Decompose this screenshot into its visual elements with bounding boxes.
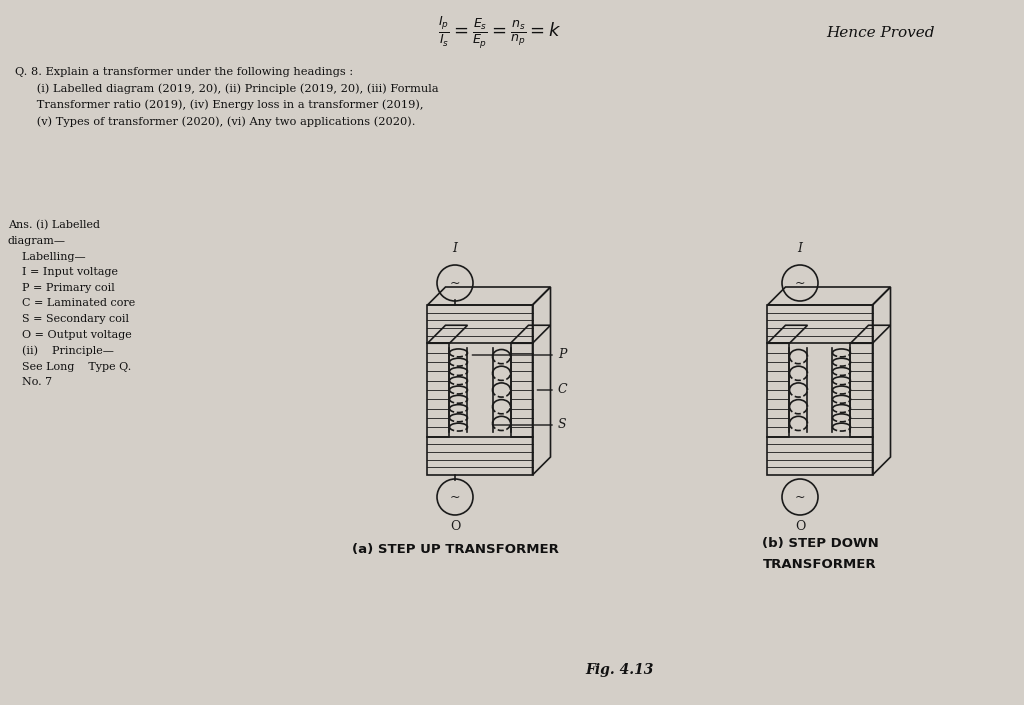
Text: I: I <box>453 242 458 255</box>
Text: ~: ~ <box>795 276 805 290</box>
Text: ~: ~ <box>450 276 460 290</box>
Text: O: O <box>450 520 460 533</box>
Text: P: P <box>558 348 566 362</box>
Text: O: O <box>795 520 805 533</box>
Text: (a) STEP UP TRANSFORMER: (a) STEP UP TRANSFORMER <box>351 544 558 556</box>
Text: (b) STEP DOWN: (b) STEP DOWN <box>762 537 879 549</box>
Text: S: S <box>558 419 566 431</box>
Text: I: I <box>798 242 803 255</box>
Text: $\frac{I_p}{I_s} = \frac{E_s}{E_p} = \frac{n_s}{n_p} = k$: $\frac{I_p}{I_s} = \frac{E_s}{E_p} = \fr… <box>438 15 562 51</box>
Text: TRANSFORMER: TRANSFORMER <box>763 558 877 572</box>
Text: Q. 8. Explain a transformer under the following headings :
      (i) Labelled di: Q. 8. Explain a transformer under the fo… <box>15 67 438 127</box>
Text: Fig. 4.13: Fig. 4.13 <box>586 663 654 677</box>
Text: ~: ~ <box>450 491 460 503</box>
Text: Ans. (i) Labelled
diagram—
    Labelling—
    I = Input voltage
    P = Primary : Ans. (i) Labelled diagram— Labelling— I … <box>8 220 135 387</box>
Text: C: C <box>558 384 567 396</box>
Text: ~: ~ <box>795 491 805 503</box>
Text: Hence Proved: Hence Proved <box>825 26 934 40</box>
